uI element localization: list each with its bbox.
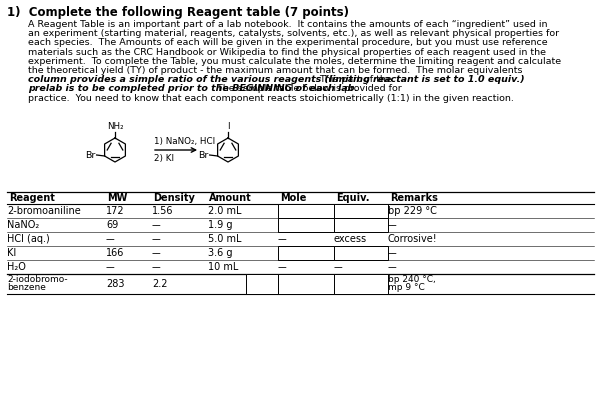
Text: KI: KI [7, 248, 16, 258]
Text: 1) NaNO₂, HCl: 1) NaNO₂, HCl [154, 137, 215, 146]
Text: HCl (aq.): HCl (aq.) [7, 234, 50, 244]
Text: NaNO₂: NaNO₂ [7, 220, 39, 230]
Text: ––: –– [106, 262, 116, 272]
Text: the theoretical yield (TY) of product - the maximum amount that can be formed.  : the theoretical yield (TY) of product - … [28, 66, 522, 75]
Text: 1.9 g: 1.9 g [208, 220, 233, 230]
Bar [246, 274, 278, 294]
Text: 1)  Complete the following Reagent table (7 points): 1) Complete the following Reagent table … [7, 6, 349, 19]
Text: The sample table below is provided for: The sample table below is provided for [212, 84, 402, 93]
Text: H₂O: H₂O [7, 262, 26, 272]
Text: Density: Density [153, 193, 195, 203]
Text: 283: 283 [106, 279, 124, 289]
Text: mp 9 °C: mp 9 °C [388, 283, 425, 292]
Text: experiment.  To complete the Table, you must calculate the moles, determine the : experiment. To complete the Table, you m… [28, 57, 561, 66]
Text: A Reagent Table is an important part of a lab notebook.  It contains the amounts: A Reagent Table is an important part of … [28, 20, 548, 29]
Text: Br: Br [85, 151, 96, 160]
Bar [334, 204, 388, 218]
Text: 2) KI: 2) KI [154, 154, 174, 163]
Bar [278, 218, 334, 232]
Text: an experiment (starting material, reagents, catalysts, solvents, etc.), as well : an experiment (starting material, reagen… [28, 29, 559, 38]
Text: bp 229 °C: bp 229 °C [388, 206, 437, 216]
Text: practice.  You need to know that each component reacts stoichiometrically (1:1) : practice. You need to know that each com… [28, 94, 514, 103]
Text: ––: –– [152, 220, 162, 230]
Text: 5.0 mL: 5.0 mL [208, 234, 242, 244]
Text: 3.6 g: 3.6 g [208, 248, 233, 258]
Text: ––: –– [388, 248, 398, 258]
Text: 10 mL: 10 mL [208, 262, 239, 272]
Text: ––: –– [152, 262, 162, 272]
Text: This part of the: This part of the [320, 75, 392, 84]
Text: Reagent: Reagent [9, 193, 55, 203]
Text: column provides a simple ratio of the various reagents (limiting reactant is set: column provides a simple ratio of the va… [28, 75, 531, 84]
Text: 2.2: 2.2 [152, 279, 168, 289]
Text: excess: excess [334, 234, 367, 244]
Text: ––: –– [152, 234, 162, 244]
Text: 69: 69 [106, 220, 118, 230]
Text: benzene: benzene [7, 283, 46, 292]
Text: ––: –– [334, 262, 344, 272]
Text: bp 240 °C,: bp 240 °C, [388, 275, 436, 284]
Text: 2.0 mL: 2.0 mL [208, 206, 242, 216]
Text: ––: –– [278, 262, 288, 272]
Text: each species.  The Amounts of each will be given in the experimental procedure, : each species. The Amounts of each will b… [28, 38, 548, 47]
Bar [334, 274, 388, 294]
Text: 1.56: 1.56 [152, 206, 174, 216]
Text: NH₂: NH₂ [107, 122, 123, 131]
Text: ––: –– [278, 234, 288, 244]
Text: Mole: Mole [280, 193, 307, 203]
Text: ––: –– [106, 234, 116, 244]
Text: Remarks: Remarks [390, 193, 438, 203]
Text: ––: –– [152, 248, 162, 258]
Text: Br: Br [198, 151, 209, 160]
Text: 166: 166 [106, 248, 124, 258]
Text: ––: –– [388, 220, 398, 230]
Text: Amount: Amount [209, 193, 252, 203]
Text: materials such as the CRC Handbook or Wikipedia to find the physical properties : materials such as the CRC Handbook or Wi… [28, 48, 546, 57]
Bar [278, 246, 334, 260]
Bar [334, 246, 388, 260]
Text: 2-iodobromo-: 2-iodobromo- [7, 275, 68, 284]
Text: ––: –– [388, 262, 398, 272]
Text: Equiv.: Equiv. [336, 193, 370, 203]
Text: prelab is to be completed prior to the BEGINNING of each lab.: prelab is to be completed prior to the B… [28, 84, 358, 93]
Text: I: I [227, 122, 229, 131]
Bar [278, 274, 334, 294]
Bar [334, 218, 388, 232]
Text: MW: MW [107, 193, 127, 203]
Text: 2-bromoaniline: 2-bromoaniline [7, 206, 81, 216]
Bar [278, 204, 334, 218]
Text: Corrosive!: Corrosive! [388, 234, 438, 244]
Text: 172: 172 [106, 206, 124, 216]
